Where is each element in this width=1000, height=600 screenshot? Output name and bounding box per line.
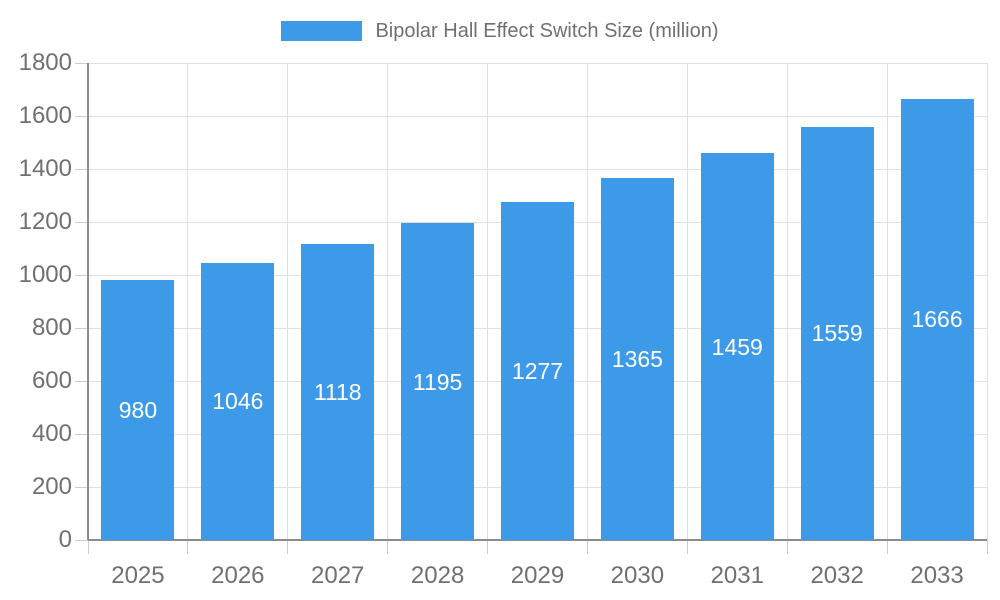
v-gridline [786,63,788,540]
y-tick-label: 600 [31,367,72,394]
x-axis-tick [986,540,988,554]
bar [401,223,475,540]
x-axis-tick [886,540,888,554]
bar-value-label: 1666 [911,306,963,333]
v-gridline [287,63,289,540]
bar-value-label: 1195 [412,368,463,395]
bar [201,262,275,540]
x-axis-tick [686,540,688,554]
bar-value-label: 1559 [811,320,863,347]
v-gridline [487,63,489,540]
bar-value-label: 1459 [711,333,763,360]
x-tick-label: 2030 [610,562,665,589]
y-tick-label: 400 [31,420,72,447]
y-axis-tick [75,274,88,276]
bar [301,243,375,540]
x-axis-tick [487,540,489,554]
y-tick-label: 0 [58,526,72,553]
h-gridline [88,62,987,64]
y-axis-tick [75,168,88,170]
x-axis-tick [387,540,389,554]
bar [600,178,674,540]
y-tick-label: 1800 [18,49,72,76]
bar-value-label: 1046 [212,388,264,415]
x-axis-tick [87,540,89,554]
x-tick-label: 2027 [311,562,365,589]
x-tick-label: 2025 [111,562,165,589]
v-gridline [187,63,189,540]
y-tick-label: 1200 [18,208,72,235]
v-gridline [986,63,988,540]
x-axis-tick [287,540,289,554]
y-tick-label: 800 [31,314,72,341]
h-gridline [88,168,987,170]
y-tick-label: 200 [31,473,72,500]
y-tick-label: 1600 [18,102,72,129]
x-tick-label: 2028 [410,562,465,589]
bar-value-label: 1118 [313,378,362,405]
y-axis-tick [75,433,88,435]
bar-value-label: 980 [118,397,158,424]
v-gridline [387,63,389,540]
x-tick-label: 2029 [510,562,565,589]
legend: Bipolar Hall Effect Switch Size (million… [0,19,1000,43]
v-gridline [886,63,888,540]
legend-label: Bipolar Hall Effect Switch Size (million… [375,20,719,42]
y-axis-tick [75,115,88,117]
x-axis-tick [187,540,189,554]
y-axis-tick [75,539,88,541]
bar-value-label: 1365 [611,346,663,373]
legend-swatch [281,21,363,41]
y-tick-label: 1000 [18,261,72,288]
x-tick-label: 2032 [810,562,864,589]
bar [700,153,774,540]
bar [501,201,574,540]
x-axis-tick [786,540,788,554]
x-tick-label: 2033 [910,562,964,589]
x-tick-label: 2031 [710,562,764,589]
y-axis-tick [75,486,88,488]
x-tick-label: 2026 [211,562,265,589]
y-axis-tick [75,221,88,223]
y-axis-tick [75,62,88,64]
y-axis-tick [75,327,88,329]
bar [800,126,874,540]
x-axis-tick [586,540,588,554]
x-axis-line [88,539,987,541]
bar [900,98,974,540]
h-gridline [88,115,987,117]
bar [101,280,175,540]
y-tick-label: 1400 [18,155,72,182]
v-gridline [586,63,588,540]
y-axis-tick [75,380,88,382]
bar-value-label: 1277 [511,357,564,384]
y-axis-line [87,63,89,540]
v-gridline [686,63,688,540]
